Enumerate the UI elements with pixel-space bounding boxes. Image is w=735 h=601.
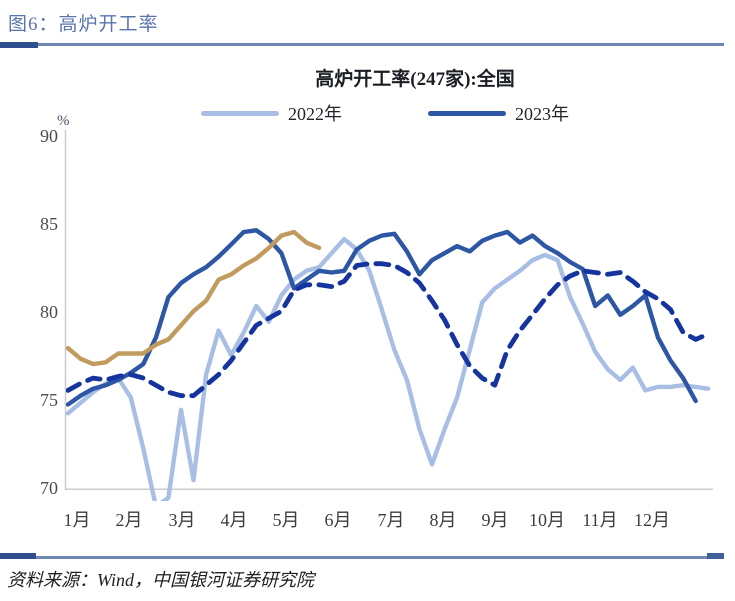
x-axis-label-oct: 10月 [529, 510, 565, 530]
y-axis-tick-80: 80 [40, 302, 58, 322]
legend-label-2022: 2022年 [288, 104, 342, 124]
x-axis-label-may: 5月 [272, 510, 300, 530]
y-axis-unit: % [57, 113, 70, 129]
legend-swatch-2023 [428, 110, 506, 116]
series-line-2022年 [66, 236, 711, 501]
series-line-2023年 [66, 228, 698, 407]
x-axis-label-dec: 12月 [634, 510, 670, 530]
header-rule-accent [0, 42, 38, 48]
x-axis-label-nov: 11月 [582, 510, 618, 530]
footer-rule [0, 556, 724, 559]
footer-rule-accent-right [707, 553, 724, 559]
x-axis-label-jan: 1月 [63, 510, 91, 530]
x-axis-label-aug: 8月 [429, 510, 457, 530]
figure-title: 图6：高炉开工率 [8, 14, 159, 35]
x-axis-label-feb: 2月 [115, 510, 143, 530]
series-group [66, 228, 711, 501]
x-axis-label-mar: 3月 [168, 510, 196, 530]
series-line-dashed-unlabeled [66, 261, 711, 399]
source-note: 资料来源：Wind，中国银河证券研究院 [7, 570, 315, 590]
footer-rule-accent-left [0, 553, 36, 559]
y-axis-tick-70: 70 [40, 478, 58, 498]
y-axis-tick-90: 90 [40, 126, 58, 146]
x-axis-label-jun: 6月 [324, 510, 352, 530]
header-rule [0, 43, 724, 46]
series-line-gold-unlabeled [66, 229, 322, 367]
chart-title: 高炉开工率(247家):全国 [315, 69, 515, 90]
legend-item-2023: 2023年 [428, 103, 569, 124]
legend-label-2023: 2023年 [515, 104, 569, 124]
y-axis-tick-75: 75 [40, 390, 58, 410]
x-axis-label-jul: 7月 [377, 510, 405, 530]
legend-item-2022: 2022年 [201, 103, 342, 124]
x-axis-label-sep: 9月 [481, 510, 509, 530]
legend-swatch-2022 [201, 110, 279, 116]
y-axis-tick-85: 85 [40, 214, 58, 234]
x-axis-label-apr: 4月 [220, 510, 248, 530]
